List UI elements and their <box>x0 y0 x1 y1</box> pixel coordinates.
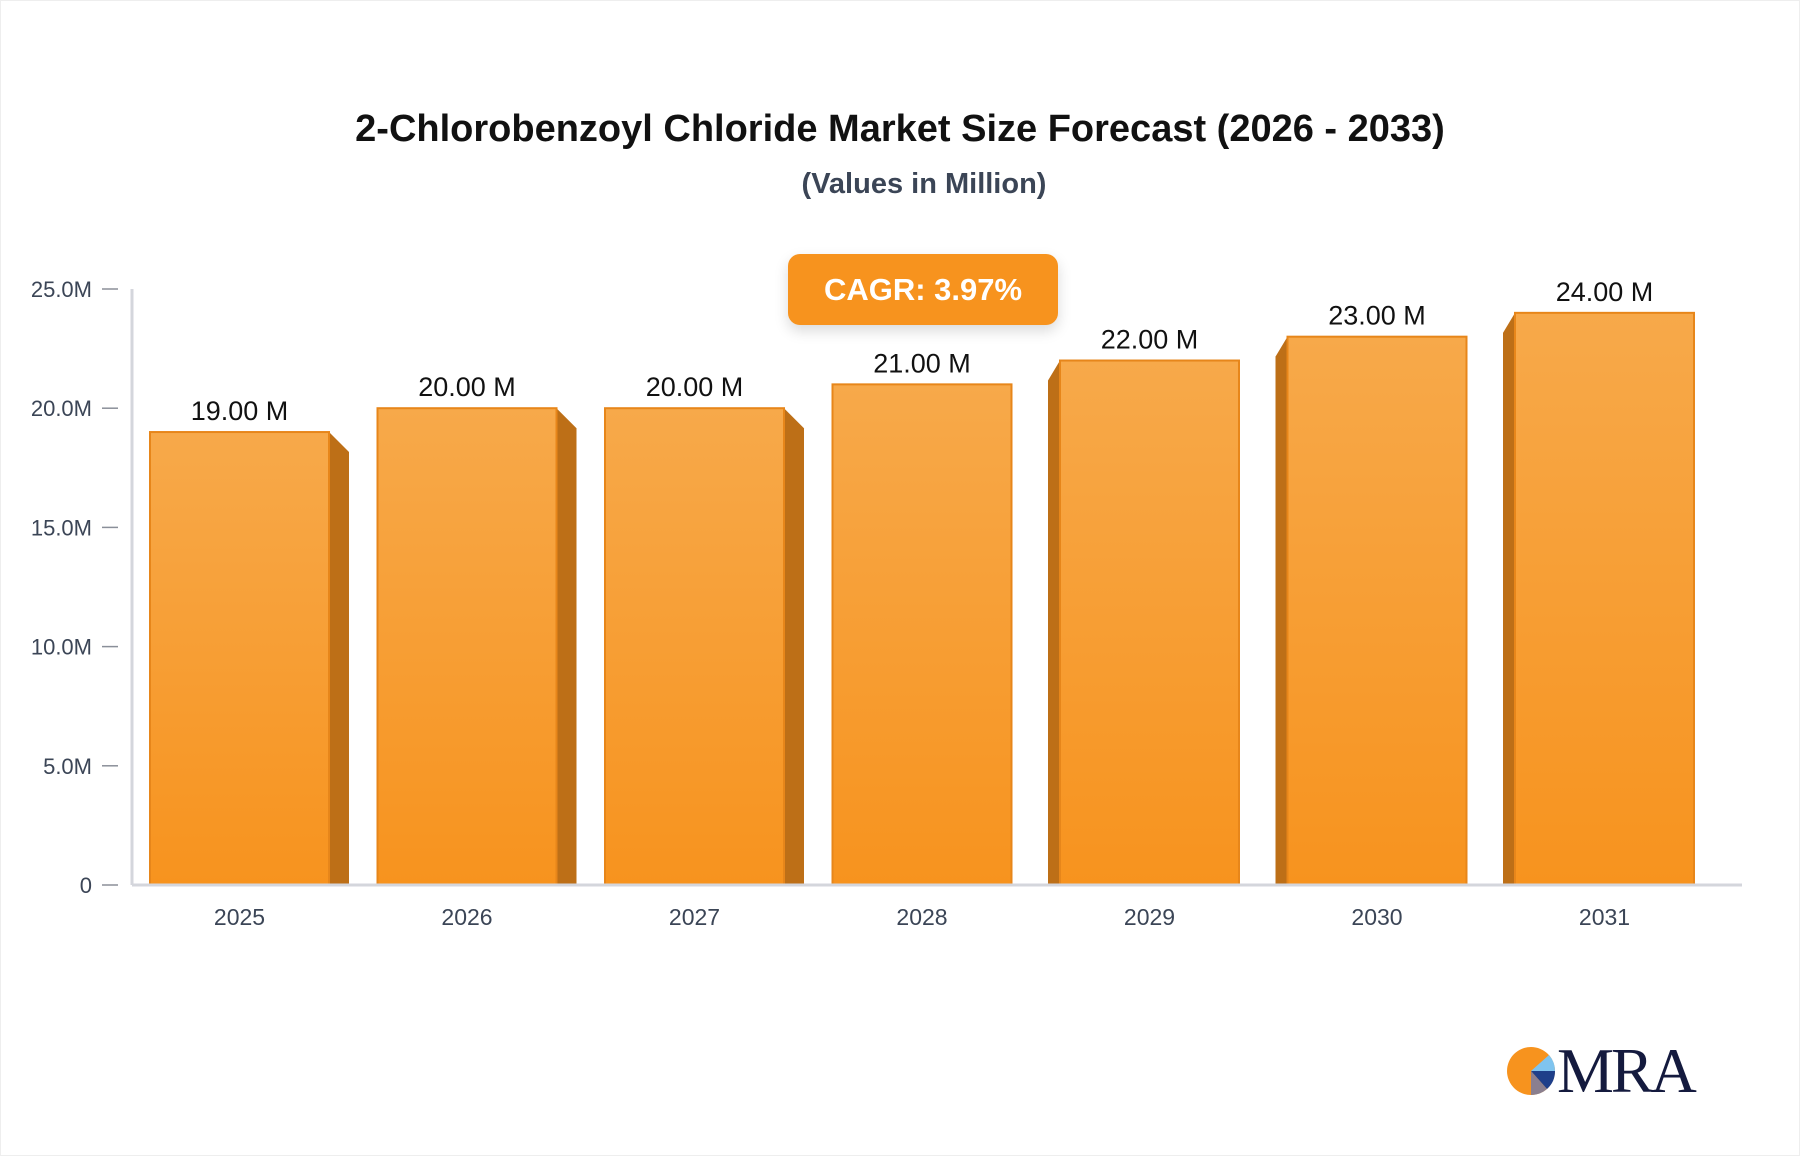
y-tick-label: 10.0M <box>31 635 92 660</box>
chart-title: 2-Chlorobenzoyl Chloride Market Size For… <box>355 108 1445 150</box>
bar-side <box>784 408 804 885</box>
bar-2025 <box>149 431 330 886</box>
y-tick-label: 15.0M <box>31 515 92 540</box>
data-label: 23.00 M <box>1328 301 1426 331</box>
y-tick-label: 25.0M <box>31 277 92 302</box>
x-tick-label: 2028 <box>896 904 947 930</box>
logo-text: MRA <box>1557 1035 1697 1106</box>
y-tick-label: 5.0M <box>43 754 92 779</box>
bar-side <box>1048 360 1060 885</box>
x-tick-label: 2025 <box>214 904 265 930</box>
chart-subtitle: (Values in Million) <box>801 168 1047 200</box>
bar-2030 <box>1286 335 1468 886</box>
bar-side <box>1275 336 1288 885</box>
bar-2027 <box>604 407 785 886</box>
x-tick-label: 2030 <box>1351 904 1402 930</box>
bar-2031 <box>1514 311 1695 886</box>
bar-side <box>556 408 577 885</box>
x-tick-label: 2031 <box>1579 904 1630 930</box>
data-label: 20.00 M <box>646 372 744 402</box>
bar-side <box>329 432 349 885</box>
x-tick-label: 2027 <box>669 904 720 930</box>
y-tick-label: 0 <box>80 873 92 898</box>
data-label: 24.00 M <box>1556 277 1654 307</box>
data-label: 22.00 M <box>1101 325 1199 355</box>
bar-2028 <box>831 383 1013 886</box>
data-label: 21.00 M <box>873 348 971 378</box>
bar-2026 <box>376 407 558 886</box>
bar-2029 <box>1059 359 1240 886</box>
y-tick-label: 20.0M <box>31 396 92 421</box>
x-tick-label: 2029 <box>1124 904 1175 930</box>
mra-logo: MRA <box>1505 1035 1697 1106</box>
x-tick-label: 2026 <box>441 904 492 930</box>
pie-logo-icon <box>1507 1047 1556 1096</box>
data-label: 20.00 M <box>418 372 516 402</box>
cagr-badge: CAGR: 3.97% <box>788 254 1058 325</box>
bar-side <box>1503 312 1515 886</box>
data-label: 19.00 M <box>191 396 289 426</box>
